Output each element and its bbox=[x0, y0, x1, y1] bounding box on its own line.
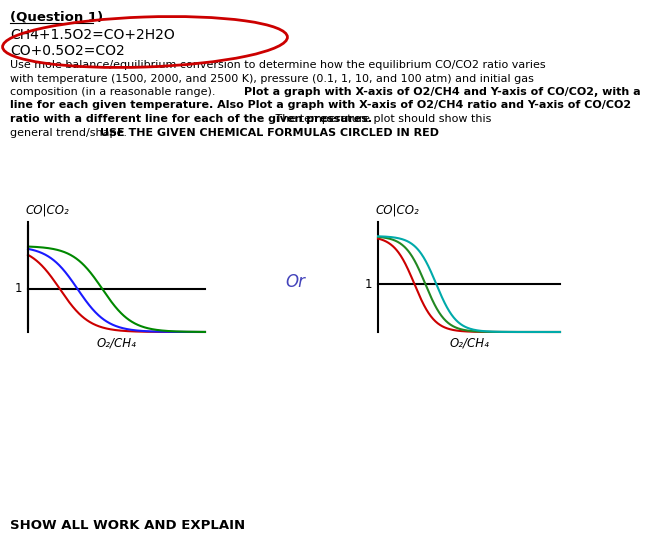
Text: Plot a graph with X-axis of O2/CH4 and Y-axis of CO/CO2, with a: Plot a graph with X-axis of O2/CH4 and Y… bbox=[244, 87, 641, 97]
Text: The temperature plot should show this: The temperature plot should show this bbox=[272, 114, 491, 124]
Text: O₂/CH₄: O₂/CH₄ bbox=[449, 337, 489, 350]
Text: USE THE GIVEN CHEMICAL FORMULAS CIRCLED IN RED: USE THE GIVEN CHEMICAL FORMULAS CIRCLED … bbox=[100, 128, 439, 137]
Text: CO|CO₂: CO|CO₂ bbox=[25, 204, 68, 217]
Text: SHOW ALL WORK AND EXPLAIN: SHOW ALL WORK AND EXPLAIN bbox=[10, 519, 245, 532]
Text: line for each given temperature. Also Plot a graph with X-axis of O2/CH4 ratio a: line for each given temperature. Also Pl… bbox=[10, 100, 631, 110]
Text: 1: 1 bbox=[15, 283, 22, 295]
Text: (Question 1): (Question 1) bbox=[10, 11, 103, 24]
Text: CO+0.5O2=CO2: CO+0.5O2=CO2 bbox=[10, 44, 125, 58]
Text: with temperature (1500, 2000, and 2500 K), pressure (0.1, 1, 10, and 100 atm) an: with temperature (1500, 2000, and 2500 K… bbox=[10, 73, 534, 83]
Text: Or: Or bbox=[285, 273, 305, 291]
Text: ratio with a different line for each of the given pressures.: ratio with a different line for each of … bbox=[10, 114, 372, 124]
Text: Use mole balance/equilibrium conversion to determine how the equilibrium CO/CO2 : Use mole balance/equilibrium conversion … bbox=[10, 60, 546, 70]
Text: CH4+1.5O2=CO+2H2O: CH4+1.5O2=CO+2H2O bbox=[10, 28, 174, 42]
Text: composition (in a reasonable range).: composition (in a reasonable range). bbox=[10, 87, 215, 97]
Text: O₂/CH₄: O₂/CH₄ bbox=[97, 337, 136, 350]
Text: general trend/shape.: general trend/shape. bbox=[10, 128, 130, 137]
Text: CO|CO₂: CO|CO₂ bbox=[375, 204, 419, 217]
Text: 1: 1 bbox=[364, 278, 372, 290]
